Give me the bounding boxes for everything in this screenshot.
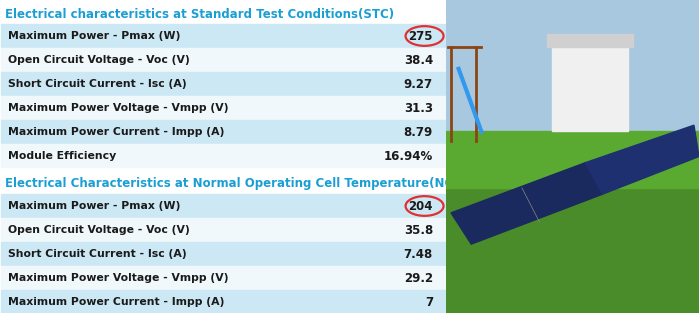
Bar bbox=[547, 34, 633, 47]
Text: 35.8: 35.8 bbox=[404, 223, 433, 237]
Bar bbox=[1, 96, 445, 119]
Text: Electrical Characteristics at Normal Operating Cell Temperature(NOCT): Electrical Characteristics at Normal Ope… bbox=[5, 177, 477, 190]
Bar bbox=[446, 131, 699, 188]
Text: 8.79: 8.79 bbox=[404, 126, 433, 138]
Text: Electrical characteristics at Standard Test Conditions(STC): Electrical characteristics at Standard T… bbox=[5, 8, 394, 21]
Text: 275: 275 bbox=[408, 29, 433, 43]
Text: Module Efficiency: Module Efficiency bbox=[8, 151, 116, 161]
Bar bbox=[1, 266, 445, 289]
Bar bbox=[1, 194, 445, 217]
Text: 38.4: 38.4 bbox=[404, 54, 433, 66]
Bar bbox=[1, 242, 445, 265]
Text: Maximum Power Voltage - Vmpp (V): Maximum Power Voltage - Vmpp (V) bbox=[8, 103, 229, 113]
Bar bbox=[1, 120, 445, 143]
Bar bbox=[446, 0, 699, 182]
Text: Short Circuit Current - Isc (A): Short Circuit Current - Isc (A) bbox=[8, 79, 187, 89]
Polygon shape bbox=[451, 163, 603, 244]
Text: Short Circuit Current - Isc (A): Short Circuit Current - Isc (A) bbox=[8, 249, 187, 259]
Bar bbox=[1, 290, 445, 313]
Bar bbox=[446, 141, 699, 313]
Text: 31.3: 31.3 bbox=[404, 101, 433, 115]
Text: Maximum Power - Pmax (W): Maximum Power - Pmax (W) bbox=[8, 31, 180, 41]
Text: Open Circuit Voltage - Voc (V): Open Circuit Voltage - Voc (V) bbox=[8, 55, 189, 65]
Bar bbox=[1, 72, 445, 95]
Text: 9.27: 9.27 bbox=[404, 78, 433, 90]
Text: Open Circuit Voltage - Voc (V): Open Circuit Voltage - Voc (V) bbox=[8, 225, 189, 235]
Text: Maximum Power - Pmax (W): Maximum Power - Pmax (W) bbox=[8, 201, 180, 211]
Polygon shape bbox=[585, 125, 699, 194]
Bar bbox=[1, 218, 445, 241]
Text: 204: 204 bbox=[408, 199, 433, 213]
Text: Maximum Power Current - Impp (A): Maximum Power Current - Impp (A) bbox=[8, 297, 224, 307]
Bar bbox=[1, 24, 445, 47]
Text: 7.48: 7.48 bbox=[404, 248, 433, 260]
Text: 16.94%: 16.94% bbox=[384, 150, 433, 162]
Polygon shape bbox=[552, 38, 628, 131]
Bar bbox=[1, 144, 445, 167]
Text: 29.2: 29.2 bbox=[404, 271, 433, 285]
Text: 7: 7 bbox=[425, 295, 433, 309]
Text: Maximum Power Current - Impp (A): Maximum Power Current - Impp (A) bbox=[8, 127, 224, 137]
Bar bbox=[1, 48, 445, 71]
Text: Maximum Power Voltage - Vmpp (V): Maximum Power Voltage - Vmpp (V) bbox=[8, 273, 229, 283]
